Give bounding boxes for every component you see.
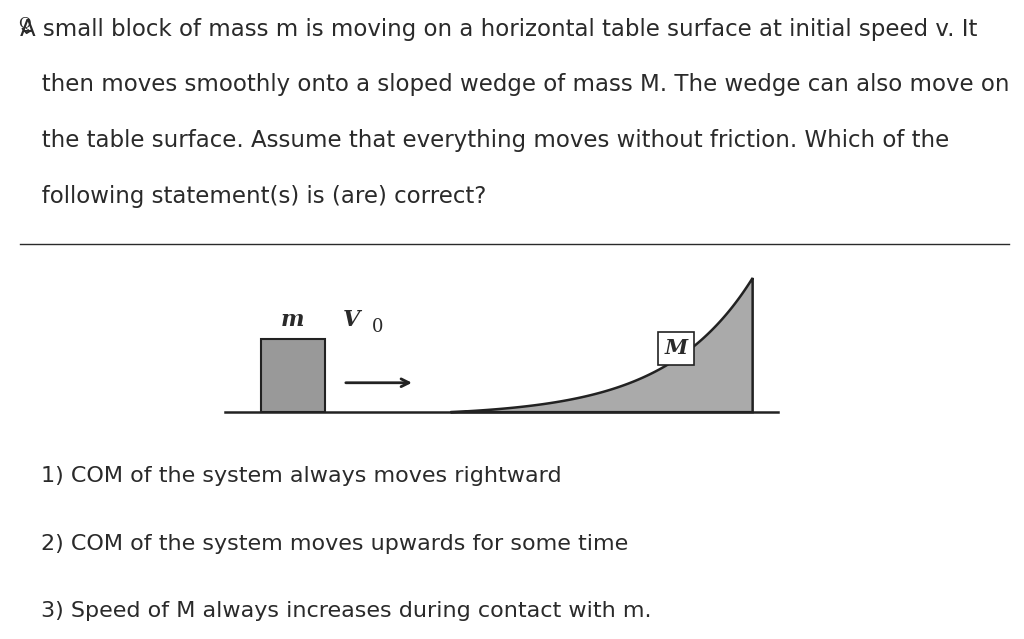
Text: A small block of mass m is moving on a horizontal table surface at initial speed: A small block of mass m is moving on a h…	[20, 18, 978, 41]
Polygon shape	[451, 278, 753, 412]
Text: 3) Speed of M always increases during contact with m.: 3) Speed of M always increases during co…	[41, 601, 651, 620]
Text: 1) COM of the system always moves rightward: 1) COM of the system always moves rightw…	[41, 466, 561, 486]
Text: 2) COM of the system moves upwards for some time: 2) COM of the system moves upwards for s…	[41, 534, 628, 553]
Text: m: m	[282, 309, 304, 331]
Text: the table surface. Assume that everything moves without friction. Which of the: the table surface. Assume that everythin…	[20, 129, 949, 152]
Text: 0: 0	[372, 318, 383, 336]
Text: Q: Q	[18, 16, 31, 30]
Text: following statement(s) is (are) correct?: following statement(s) is (are) correct?	[20, 185, 486, 208]
Text: V: V	[343, 309, 360, 331]
Text: M: M	[665, 338, 687, 358]
Bar	[261, 339, 325, 412]
Text: then moves smoothly onto a sloped wedge of mass M. The wedge can also move on: then moves smoothly onto a sloped wedge …	[20, 73, 1010, 96]
